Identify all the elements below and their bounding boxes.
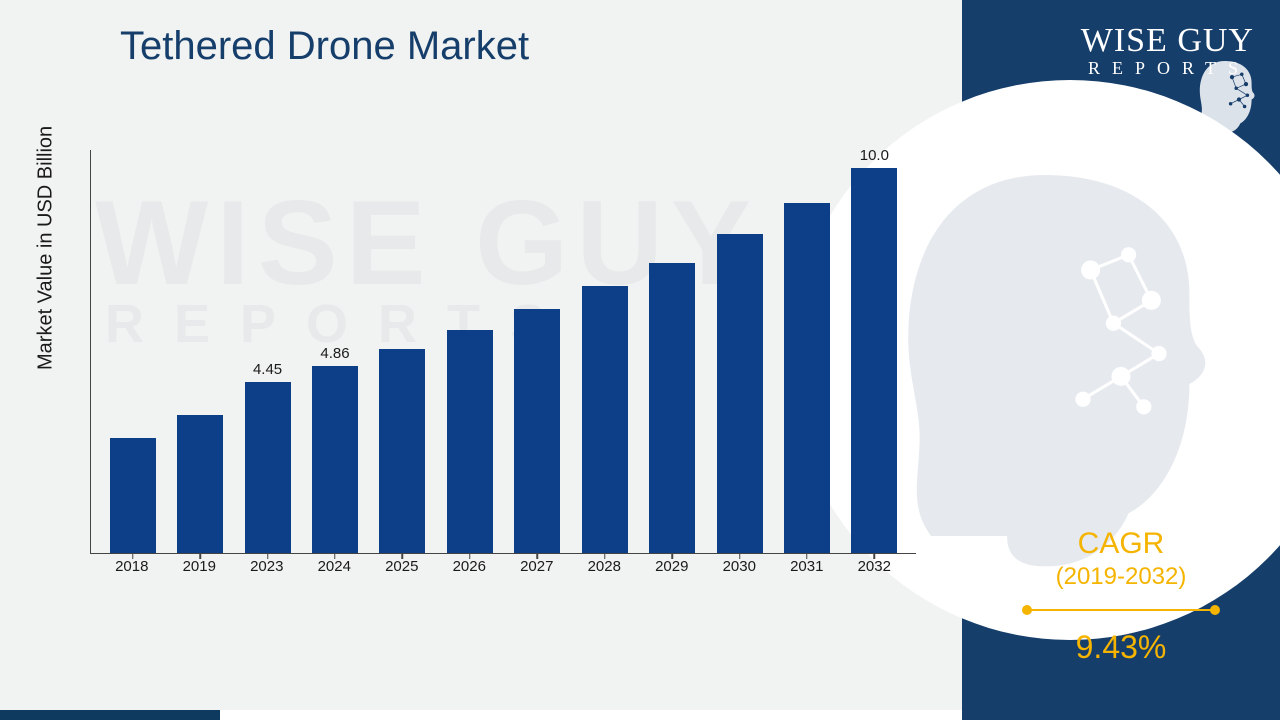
bar [312, 366, 358, 553]
bar-slot [773, 150, 840, 553]
x-tick-label: 2032 [841, 558, 909, 575]
bar-slot [706, 150, 773, 553]
brand-logo: WISE GUY REPORTS [1081, 22, 1254, 79]
bar-slot [369, 150, 436, 553]
bar [582, 286, 628, 553]
cagr-title: CAGR [1002, 527, 1240, 561]
bar [177, 415, 223, 554]
bar-slot: 4.86 [301, 150, 368, 553]
y-axis-label: Market Value in USD Billion [35, 126, 58, 370]
chart-title: Tethered Drone Market [120, 24, 529, 69]
plot-area: 4.45 4.86 10.0 [90, 150, 916, 554]
bars-container: 4.45 4.86 10.0 [91, 150, 916, 553]
x-axis-labels: 2018201920232024202520262027202820292030… [90, 558, 916, 575]
bar-value-label: 10.0 [860, 147, 889, 164]
cagr-period: (2019-2032) [1002, 563, 1240, 591]
cagr-panel: CAGR (2019-2032) 9.43% [1002, 527, 1240, 666]
x-tick-label: 2026 [436, 558, 504, 575]
bar [851, 168, 897, 553]
x-tick-label: 2030 [706, 558, 774, 575]
x-tick-label: 2029 [638, 558, 706, 575]
bar-slot [436, 150, 503, 553]
x-tick-label: 2019 [166, 558, 234, 575]
bar-value-label: 4.45 [253, 361, 282, 378]
bar [649, 263, 695, 553]
cagr-value: 9.43% [1002, 629, 1240, 666]
bar-slot: 10.0 [841, 150, 908, 553]
x-tick-label: 2027 [503, 558, 571, 575]
bar [447, 330, 493, 553]
x-tick-label: 2031 [773, 558, 841, 575]
x-tick-label: 2024 [301, 558, 369, 575]
x-tick-label: 2023 [233, 558, 301, 575]
bar-slot [504, 150, 571, 553]
bar [379, 349, 425, 553]
x-tick-label: 2018 [98, 558, 166, 575]
bar [110, 438, 156, 553]
bar-slot [638, 150, 705, 553]
bar [245, 382, 291, 553]
cagr-divider [1026, 609, 1216, 611]
chart: Market Value in USD Billion 4.454.8610.0… [46, 150, 916, 590]
bar-value-label: 4.86 [320, 345, 349, 362]
brand-head-icon [1190, 56, 1260, 136]
bar [717, 234, 763, 553]
bar-slot [99, 150, 166, 553]
x-tick-label: 2028 [571, 558, 639, 575]
x-tick-label: 2025 [368, 558, 436, 575]
brand-logo-main: WISE GUY [1081, 22, 1254, 60]
bar-slot [571, 150, 638, 553]
bottom-accent-bar [0, 710, 220, 720]
bar [514, 309, 560, 553]
bar-slot [166, 150, 233, 553]
bar-slot: 4.45 [234, 150, 301, 553]
bar [784, 203, 830, 553]
